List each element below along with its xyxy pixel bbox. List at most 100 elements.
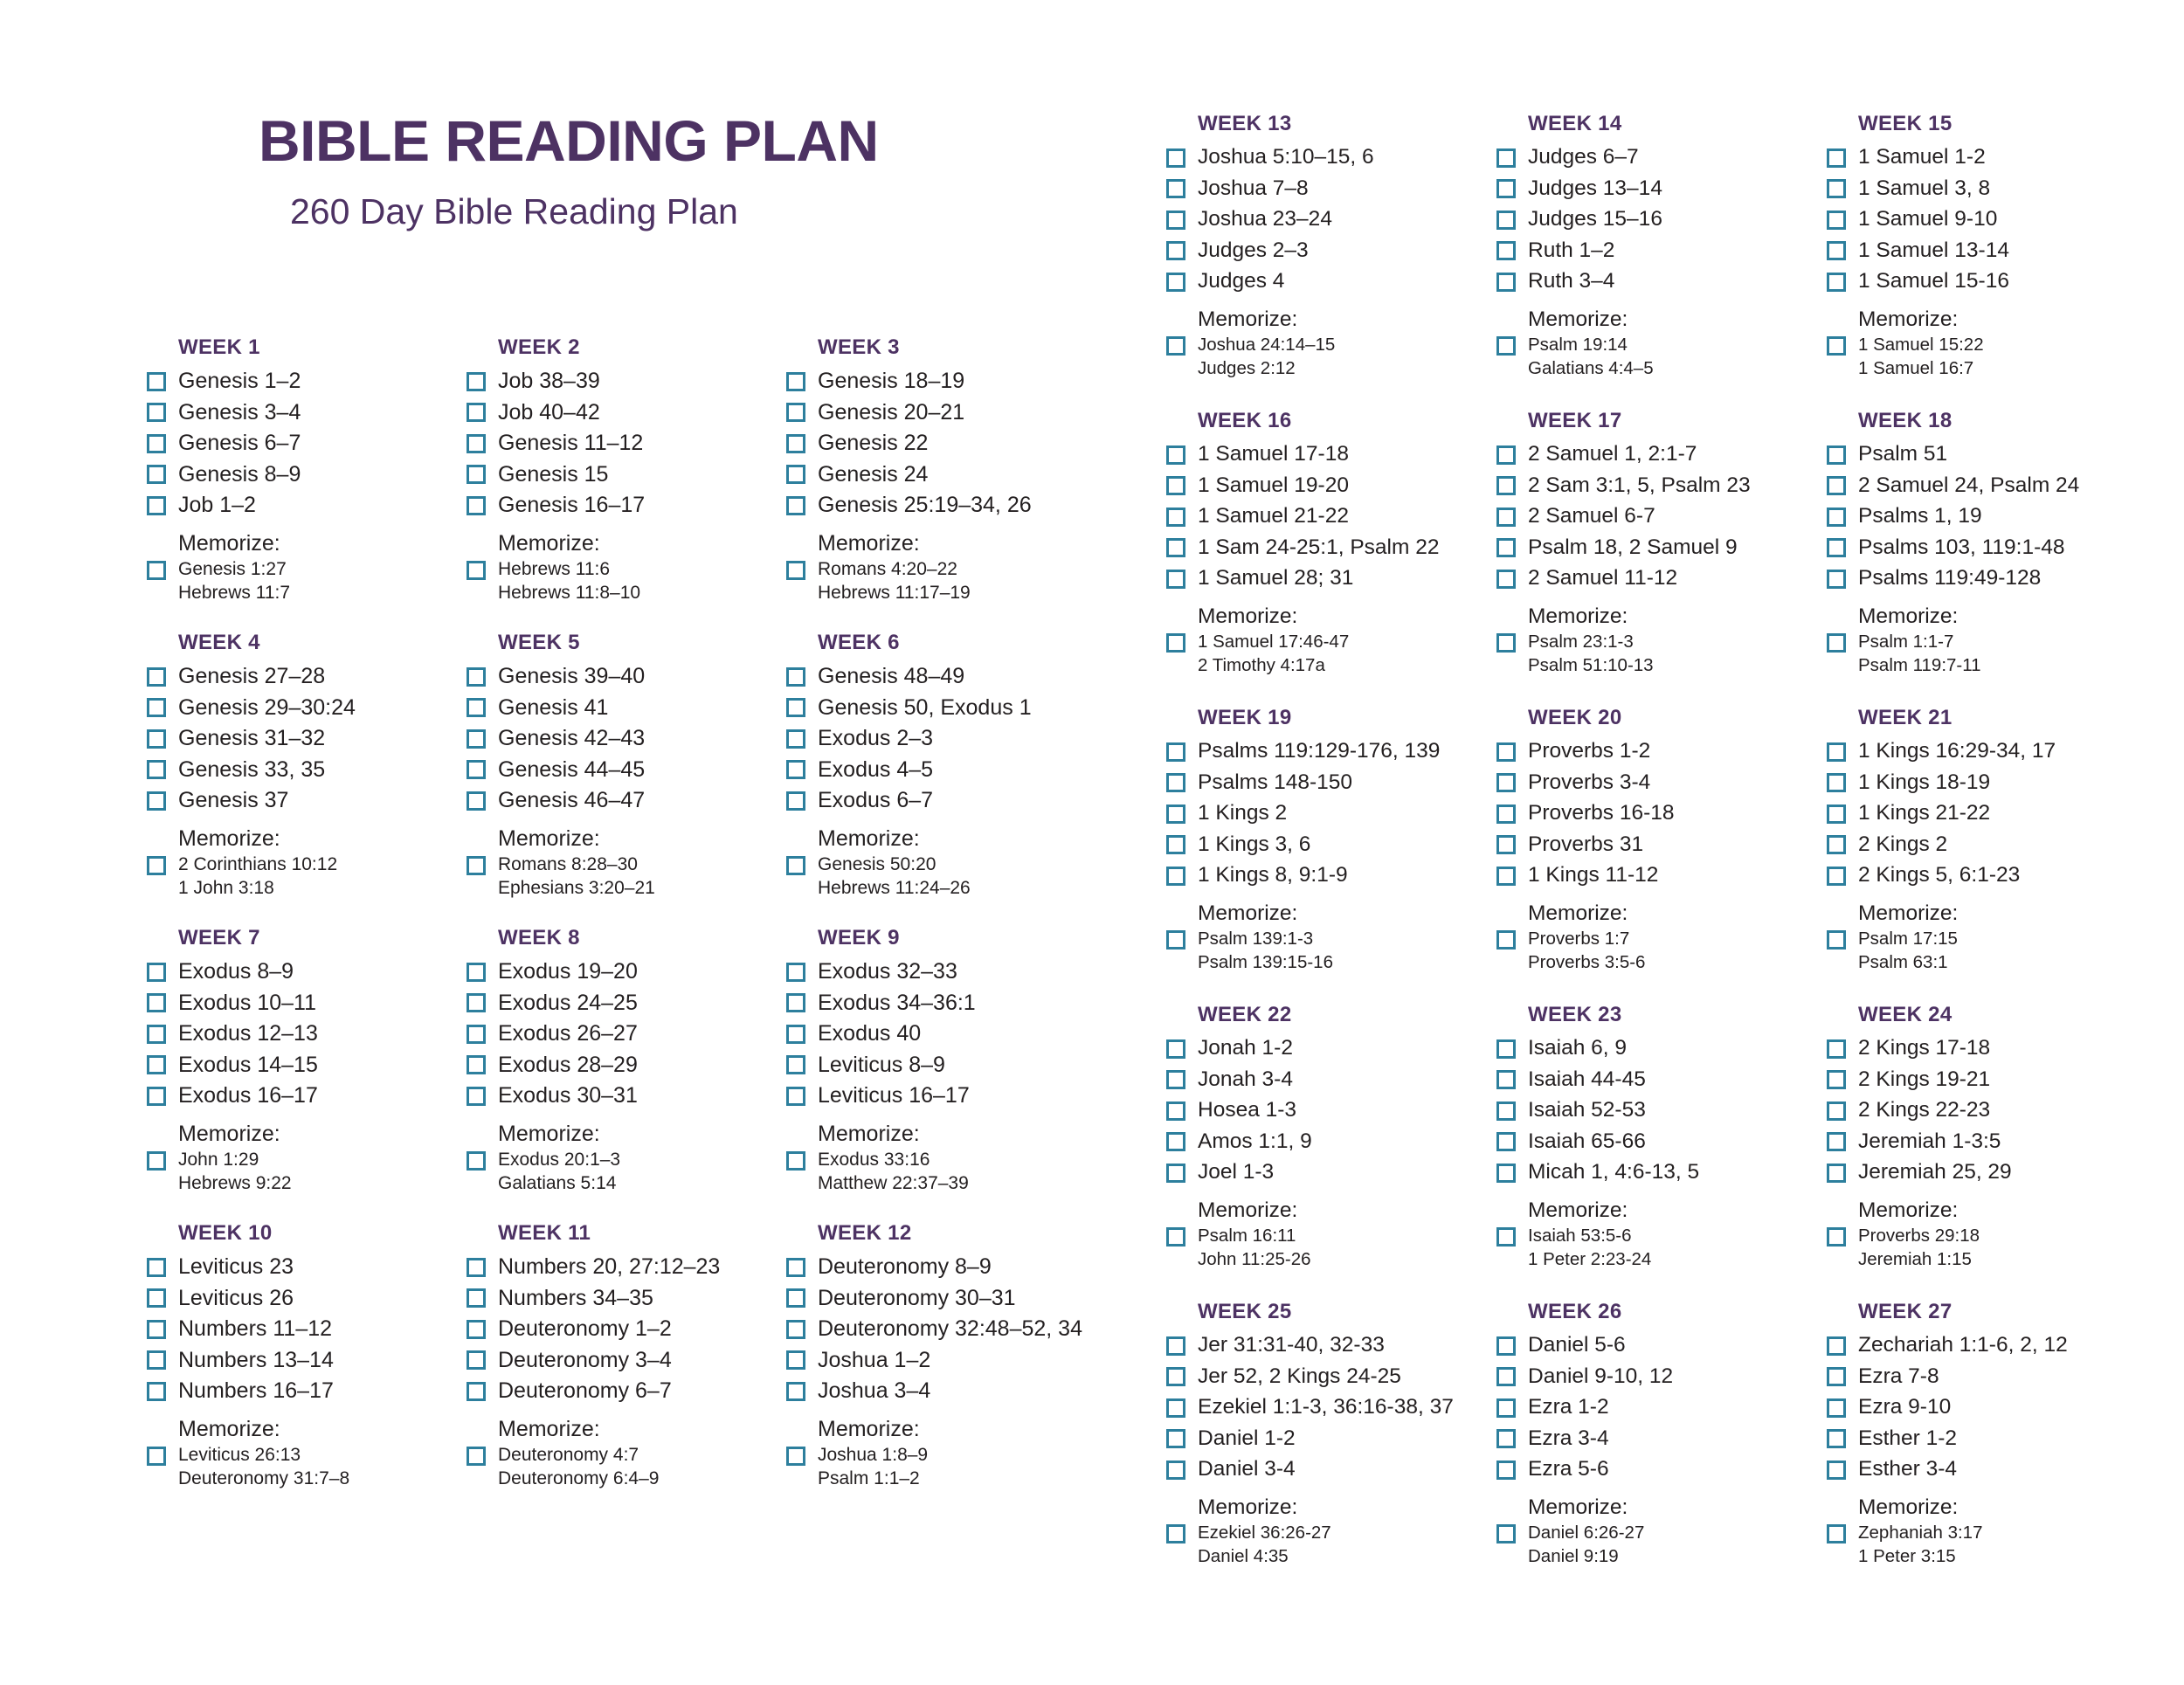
reading-row[interactable]: Ruth 1–2 xyxy=(1496,235,1827,266)
reading-row[interactable]: Numbers 13–14 xyxy=(147,1344,467,1376)
checkbox-icon[interactable] xyxy=(786,1319,805,1339)
checkbox-icon[interactable] xyxy=(147,698,166,718)
reading-row[interactable]: Genesis 39–40 xyxy=(467,661,786,693)
reading-row[interactable]: Isaiah 6, 9 xyxy=(1496,1033,1827,1065)
reading-row[interactable]: Jeremiah 25, 29 xyxy=(1827,1157,2157,1189)
memorize-row[interactable]: Exodus 20:1–3 Galatians 5:14 xyxy=(467,1149,786,1196)
reading-row[interactable]: Hosea 1-3 xyxy=(1166,1095,1496,1127)
checkbox-icon[interactable] xyxy=(786,1447,805,1467)
checkbox-icon[interactable] xyxy=(1827,1398,1846,1418)
memorize-row[interactable]: Psalm 1:1-7 Psalm 119:7-11 xyxy=(1827,631,2157,676)
memorize-row[interactable]: Exodus 33:16 Matthew 22:37–39 xyxy=(786,1149,1106,1196)
reading-row[interactable]: Deuteronomy 30–31 xyxy=(786,1282,1106,1314)
reading-row[interactable]: 1 Kings 21-22 xyxy=(1827,798,2157,830)
reading-row[interactable]: 1 Kings 2 xyxy=(1166,798,1496,830)
reading-row[interactable]: Proverbs 1-2 xyxy=(1496,736,1827,768)
reading-row[interactable]: Exodus 40 xyxy=(786,1019,1106,1050)
checkbox-icon[interactable] xyxy=(1166,804,1185,824)
reading-row[interactable]: Deuteronomy 32:48–52, 34 xyxy=(786,1314,1106,1345)
checkbox-icon[interactable] xyxy=(467,698,486,718)
reading-row[interactable]: Zechariah 1:1-6, 2, 12 xyxy=(1827,1330,2157,1362)
checkbox-icon[interactable] xyxy=(467,465,486,485)
checkbox-icon[interactable] xyxy=(147,993,166,1013)
checkbox-icon[interactable] xyxy=(1496,148,1516,168)
reading-row[interactable]: Proverbs 16-18 xyxy=(1496,798,1827,830)
reading-row[interactable]: Exodus 8–9 xyxy=(147,956,467,988)
memorize-row[interactable]: Isaiah 53:5-6 1 Peter 2:23-24 xyxy=(1496,1225,1827,1270)
reading-row[interactable]: Genesis 37 xyxy=(147,785,467,817)
reading-row[interactable]: Genesis 25:19–34, 26 xyxy=(786,490,1106,521)
memorize-row[interactable]: Psalm 16:11 John 11:25-26 xyxy=(1166,1225,1496,1270)
checkbox-icon[interactable] xyxy=(1827,538,1846,558)
checkbox-icon[interactable] xyxy=(1166,1039,1185,1059)
reading-row[interactable]: Exodus 19–20 xyxy=(467,956,786,988)
reading-row[interactable]: Joel 1-3 xyxy=(1166,1157,1496,1189)
reading-row[interactable]: Job 38–39 xyxy=(467,366,786,397)
checkbox-icon[interactable] xyxy=(1827,1039,1846,1059)
reading-row[interactable]: Jonah 3-4 xyxy=(1166,1064,1496,1095)
checkbox-icon[interactable] xyxy=(786,1381,805,1401)
reading-row[interactable]: 1 Kings 11-12 xyxy=(1496,860,1827,892)
checkbox-icon[interactable] xyxy=(1166,179,1185,199)
reading-row[interactable]: 1 Samuel 15-16 xyxy=(1827,266,2157,298)
checkbox-icon[interactable] xyxy=(1827,507,1846,527)
reading-row[interactable]: 1 Kings 18-19 xyxy=(1827,767,2157,798)
checkbox-icon[interactable] xyxy=(467,433,486,453)
memorize-row[interactable]: 1 Samuel 15:22 1 Samuel 16:7 xyxy=(1827,334,2157,379)
checkbox-icon[interactable] xyxy=(147,1319,166,1339)
checkbox-icon[interactable] xyxy=(1827,1227,1846,1247)
checkbox-icon[interactable] xyxy=(1827,1336,1846,1356)
checkbox-icon[interactable] xyxy=(467,1381,486,1401)
reading-row[interactable]: 1 Samuel 9-10 xyxy=(1827,204,2157,236)
checkbox-icon[interactable] xyxy=(1496,507,1516,527)
memorize-row[interactable]: Psalm 139:1-3 Psalm 139:15-16 xyxy=(1166,928,1496,973)
checkbox-icon[interactable] xyxy=(786,1024,805,1044)
reading-row[interactable]: Deuteronomy 6–7 xyxy=(467,1376,786,1407)
reading-row[interactable]: 2 Samuel 1, 2:1-7 xyxy=(1496,439,1827,471)
checkbox-icon[interactable] xyxy=(1166,1070,1185,1090)
checkbox-icon[interactable] xyxy=(147,371,166,391)
checkbox-icon[interactable] xyxy=(1166,1227,1185,1247)
checkbox-icon[interactable] xyxy=(1166,866,1185,886)
checkbox-icon[interactable] xyxy=(147,1350,166,1371)
reading-row[interactable]: Joshua 23–24 xyxy=(1166,204,1496,236)
reading-row[interactable]: Leviticus 26 xyxy=(147,1282,467,1314)
memorize-row[interactable]: Proverbs 29:18 Jeremiah 1:15 xyxy=(1827,1225,2157,1270)
checkbox-icon[interactable] xyxy=(467,1447,486,1467)
reading-row[interactable]: Micah 1, 4:6-13, 5 xyxy=(1496,1157,1827,1189)
checkbox-icon[interactable] xyxy=(1166,633,1185,653)
memorize-row[interactable]: Psalm 17:15 Psalm 63:1 xyxy=(1827,928,2157,973)
checkbox-icon[interactable] xyxy=(147,465,166,485)
checkbox-icon[interactable] xyxy=(147,856,166,876)
reading-row[interactable]: 2 Samuel 6-7 xyxy=(1496,501,1827,533)
checkbox-icon[interactable] xyxy=(786,403,805,423)
reading-row[interactable]: Isaiah 65-66 xyxy=(1496,1126,1827,1157)
reading-row[interactable]: 2 Kings 19-21 xyxy=(1827,1064,2157,1095)
checkbox-icon[interactable] xyxy=(1166,1367,1185,1387)
reading-row[interactable]: 2 Samuel 11-12 xyxy=(1496,563,1827,595)
checkbox-icon[interactable] xyxy=(1166,1101,1185,1121)
checkbox-icon[interactable] xyxy=(1827,866,1846,886)
reading-row[interactable]: Genesis 27–28 xyxy=(147,661,467,693)
reading-row[interactable]: Psalm 51 xyxy=(1827,439,2157,471)
checkbox-icon[interactable] xyxy=(1496,835,1516,855)
checkbox-icon[interactable] xyxy=(147,403,166,423)
reading-row[interactable]: Genesis 11–12 xyxy=(467,428,786,459)
checkbox-icon[interactable] xyxy=(1827,633,1846,653)
checkbox-icon[interactable] xyxy=(1166,1132,1185,1152)
checkbox-icon[interactable] xyxy=(786,698,805,718)
checkbox-icon[interactable] xyxy=(1496,241,1516,261)
reading-row[interactable]: Numbers 20, 27:12–23 xyxy=(467,1252,786,1283)
checkbox-icon[interactable] xyxy=(1166,272,1185,292)
reading-row[interactable]: Proverbs 3-4 xyxy=(1496,767,1827,798)
reading-row[interactable]: Daniel 9-10, 12 xyxy=(1496,1361,1827,1392)
memorize-row[interactable]: Daniel 6:26-27 Daniel 9:19 xyxy=(1496,1522,1827,1567)
reading-row[interactable]: Genesis 46–47 xyxy=(467,785,786,817)
checkbox-icon[interactable] xyxy=(1166,445,1185,465)
reading-row[interactable]: Numbers 11–12 xyxy=(147,1314,467,1345)
reading-row[interactable]: Psalms 119:49-128 xyxy=(1827,563,2157,595)
reading-row[interactable]: Exodus 32–33 xyxy=(786,956,1106,988)
checkbox-icon[interactable] xyxy=(467,403,486,423)
checkbox-icon[interactable] xyxy=(1166,930,1185,950)
checkbox-icon[interactable] xyxy=(1496,1070,1516,1090)
